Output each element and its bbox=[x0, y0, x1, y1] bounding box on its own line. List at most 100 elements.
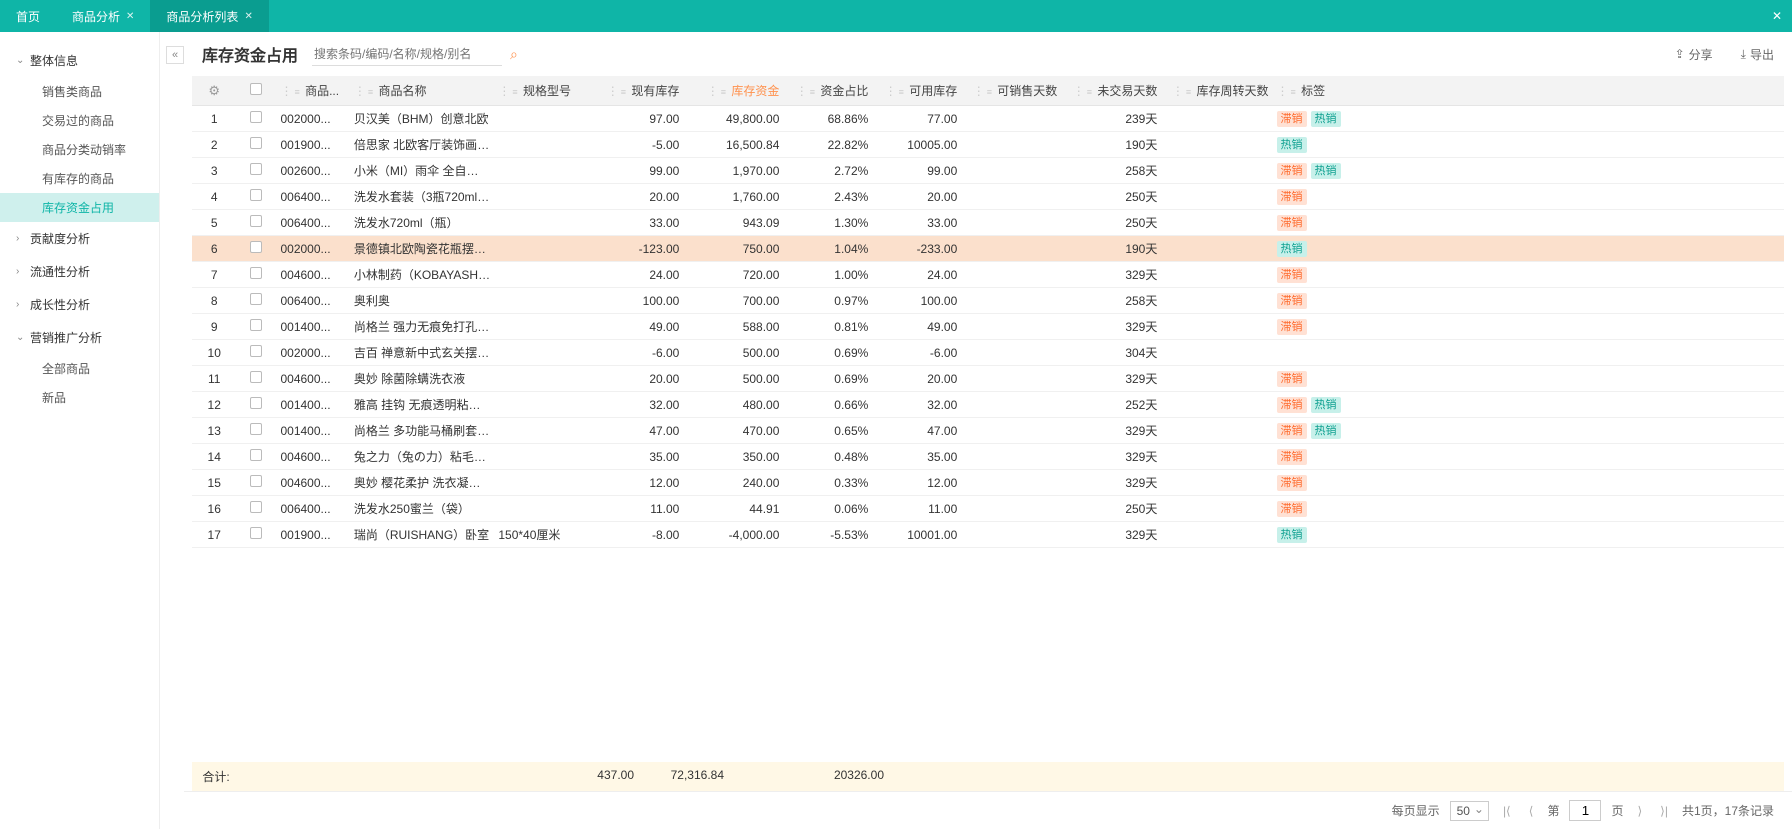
row-checkbox[interactable] bbox=[250, 397, 262, 409]
tab-close-icon[interactable]: ✕ bbox=[244, 11, 252, 22]
cell-stock: 11.00 bbox=[594, 496, 683, 522]
cell-code: 002000... bbox=[276, 236, 349, 262]
table-row[interactable]: 2001900...倍思家 北欧客厅装饰画卧室-5.0016,500.8422.… bbox=[192, 132, 1784, 158]
cell-fund: 720.00 bbox=[683, 262, 783, 288]
col-fund[interactable]: ⋮≡ 库存资金 bbox=[683, 76, 783, 106]
sidebar-group[interactable]: ›成长性分析 bbox=[0, 288, 159, 321]
row-checkbox[interactable] bbox=[250, 475, 262, 487]
page-next-button[interactable]: ⟩ bbox=[1633, 804, 1646, 818]
close-all-icon[interactable]: ✕ bbox=[1772, 0, 1782, 32]
col-avail[interactable]: ⋮≡ 可用库存 bbox=[872, 76, 961, 106]
cell-pct: 0.33% bbox=[783, 470, 872, 496]
col-noTrade[interactable]: ⋮≡ 未交易天数 bbox=[1061, 76, 1161, 106]
sidebar-group[interactable]: ›贡献度分析 bbox=[0, 222, 159, 255]
sidebar-item[interactable]: 库存资金占用 bbox=[0, 193, 159, 222]
sidebar-item[interactable]: 销售类商品 bbox=[0, 77, 159, 106]
per-page-select[interactable]: 50 bbox=[1450, 801, 1489, 821]
cell-tags: 滞销 bbox=[1273, 314, 1784, 340]
top-tab[interactable]: 商品分析✕ bbox=[56, 0, 150, 32]
page-input[interactable] bbox=[1569, 800, 1601, 821]
cell-stock: 24.00 bbox=[594, 262, 683, 288]
table-row[interactable]: 3002600...小米（MI）雨伞 全自动折叠99.001,970.002.7… bbox=[192, 158, 1784, 184]
cell-turn bbox=[1161, 522, 1272, 548]
row-checkbox[interactable] bbox=[250, 267, 262, 279]
cell-code: 002000... bbox=[276, 106, 349, 132]
row-checkbox[interactable] bbox=[250, 137, 262, 149]
table-row[interactable]: 1002000...贝汉美（BHM）创意北欧97.0049,800.0068.8… bbox=[192, 106, 1784, 132]
search-input[interactable] bbox=[312, 43, 502, 66]
row-checkbox[interactable] bbox=[250, 215, 262, 227]
table-row[interactable]: 10002000...吉百 禅意新中式玄关摆件客-6.00500.000.69%… bbox=[192, 340, 1784, 366]
table-row[interactable]: 5006400...洗发水720ml（瓶）33.00943.091.30%33.… bbox=[192, 210, 1784, 236]
sidebar-item[interactable]: 有库存的商品 bbox=[0, 164, 159, 193]
tab-close-icon[interactable]: ✕ bbox=[126, 11, 134, 22]
cell-stock: 12.00 bbox=[594, 470, 683, 496]
sidebar-group[interactable]: ⌄整体信息 bbox=[0, 44, 159, 77]
search-icon[interactable]: ⌕ bbox=[510, 46, 518, 63]
col-saleDays[interactable]: ⋮≡ 可销售天数 bbox=[961, 76, 1061, 106]
row-checkbox[interactable] bbox=[250, 319, 262, 331]
col-tags[interactable]: ⋮≡ 标签 bbox=[1273, 76, 1784, 106]
cell-name: 奥利奥 bbox=[350, 288, 495, 314]
row-checkbox[interactable] bbox=[250, 241, 262, 253]
cell-stock: 100.00 bbox=[594, 288, 683, 314]
row-checkbox[interactable] bbox=[250, 111, 262, 123]
cell-name: 小米（MI）雨伞 全自动折叠 bbox=[350, 158, 495, 184]
col-spec[interactable]: ⋮≡ 规格型号 bbox=[494, 76, 594, 106]
col-turn[interactable]: ⋮≡ 库存周转天数 bbox=[1161, 76, 1272, 106]
col-cb[interactable] bbox=[236, 76, 276, 106]
table-row[interactable]: 7004600...小林制药（KOBAYASHI）日24.00720.001.0… bbox=[192, 262, 1784, 288]
data-table: ⚙⋮≡ 商品...⋮≡ 商品名称⋮≡ 规格型号⋮≡ 现有库存⋮≡ 库存资金⋮≡ … bbox=[192, 76, 1784, 548]
table-row[interactable]: 15004600...奥妙 樱花柔护 洗衣凝珠 1012.00240.000.3… bbox=[192, 470, 1784, 496]
row-checkbox[interactable] bbox=[250, 423, 262, 435]
cell-pct: 1.30% bbox=[783, 210, 872, 236]
table-row[interactable]: 11004600...奥妙 除菌除螨洗衣液20.00500.000.69%20.… bbox=[192, 366, 1784, 392]
table-row[interactable]: 12001400...雅高 挂钩 无痕透明粘钩 强32.00480.000.66… bbox=[192, 392, 1784, 418]
cell-avail: 100.00 bbox=[872, 288, 961, 314]
cell-name: 兔之力（兔の力）粘毛器粘 bbox=[350, 444, 495, 470]
sidebar-item[interactable]: 交易过的商品 bbox=[0, 106, 159, 135]
share-button[interactable]: ⇪分享 bbox=[1675, 46, 1713, 63]
cell-spec bbox=[494, 418, 594, 444]
top-tab[interactable]: 首页 bbox=[0, 0, 56, 32]
cell-turn bbox=[1161, 470, 1272, 496]
table-row[interactable]: 4006400...洗发水套装（3瓶720ml+120.001,760.002.… bbox=[192, 184, 1784, 210]
row-checkbox[interactable] bbox=[250, 345, 262, 357]
page-last-button[interactable]: ⟩| bbox=[1656, 804, 1672, 818]
cell-turn bbox=[1161, 366, 1272, 392]
col-gear[interactable]: ⚙ bbox=[192, 76, 236, 106]
row-checkbox[interactable] bbox=[250, 501, 262, 513]
row-checkbox[interactable] bbox=[250, 449, 262, 461]
top-tab[interactable]: 商品分析列表✕ bbox=[150, 0, 268, 32]
gear-icon[interactable]: ⚙ bbox=[208, 83, 220, 98]
sidebar-item[interactable]: 商品分类动销率 bbox=[0, 135, 159, 164]
table-row[interactable]: 6002000...景德镇北欧陶瓷花瓶摆件 仿-123.00750.001.04… bbox=[192, 236, 1784, 262]
row-index: 6 bbox=[192, 236, 236, 262]
sidebar-item[interactable]: 全部商品 bbox=[0, 354, 159, 383]
sidebar-item[interactable]: 新品 bbox=[0, 383, 159, 412]
page-prev-button[interactable]: ⟨ bbox=[1525, 804, 1538, 818]
col-stock[interactable]: ⋮≡ 现有库存 bbox=[594, 76, 683, 106]
sidebar-group[interactable]: ⌄营销推广分析 bbox=[0, 321, 159, 354]
table-row[interactable]: 13001400...尚格兰 多功能马桶刷套装 带47.00470.000.65… bbox=[192, 418, 1784, 444]
collapse-sidebar-button[interactable]: « bbox=[166, 46, 184, 64]
export-button[interactable]: ⤓导出 bbox=[1741, 46, 1774, 63]
page-first-button[interactable]: |⟨ bbox=[1499, 804, 1515, 818]
table-row[interactable]: 8006400...奥利奥100.00700.000.97%100.00258天… bbox=[192, 288, 1784, 314]
table-row[interactable]: 9001400...尚格兰 强力无痕免打孔浴室49.00588.000.81%4… bbox=[192, 314, 1784, 340]
cell-stock: 49.00 bbox=[594, 314, 683, 340]
row-checkbox[interactable] bbox=[250, 527, 262, 539]
row-checkbox[interactable] bbox=[250, 371, 262, 383]
row-checkbox[interactable] bbox=[250, 189, 262, 201]
col-name[interactable]: ⋮≡ 商品名称 bbox=[350, 76, 495, 106]
table-row[interactable]: 16006400...洗发水250蜜兰（袋）11.0044.910.06%11.… bbox=[192, 496, 1784, 522]
row-checkbox[interactable] bbox=[250, 293, 262, 305]
sidebar-group[interactable]: ›流通性分析 bbox=[0, 255, 159, 288]
checkbox-all[interactable] bbox=[250, 83, 262, 95]
table-row[interactable]: 17001900...瑞尚（RUISHANG）卧室150*40厘米-8.00-4… bbox=[192, 522, 1784, 548]
col-pct[interactable]: ⋮≡ 资金占比 bbox=[783, 76, 872, 106]
table-row[interactable]: 14004600...兔之力（兔の力）粘毛器粘35.00350.000.48%3… bbox=[192, 444, 1784, 470]
row-checkbox[interactable] bbox=[250, 163, 262, 175]
col-code[interactable]: ⋮≡ 商品... bbox=[276, 76, 349, 106]
cell-spec bbox=[494, 366, 594, 392]
